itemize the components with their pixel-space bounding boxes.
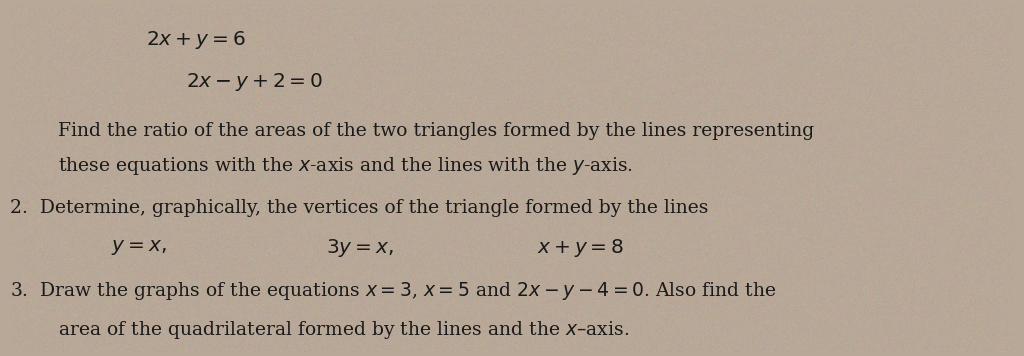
Text: 3.  Draw the graphs of the equations $x = 3$, $x = 5$ and $2x - y - 4 = 0$. Also: 3. Draw the graphs of the equations $x =… bbox=[10, 281, 776, 302]
Text: $2x + y = 6$: $2x + y = 6$ bbox=[145, 29, 245, 51]
Text: area of the quadrilateral formed by the lines and the $x$–axis.: area of the quadrilateral formed by the … bbox=[58, 319, 630, 341]
Text: $x + y = 8$: $x + y = 8$ bbox=[537, 237, 625, 259]
Text: $3y = x,$: $3y = x,$ bbox=[327, 237, 394, 259]
Text: $2x - y + 2 = 0$: $2x - y + 2 = 0$ bbox=[186, 71, 323, 93]
Text: Find the ratio of the areas of the two triangles formed by the lines representin: Find the ratio of the areas of the two t… bbox=[58, 122, 814, 140]
Text: $y = x,$: $y = x,$ bbox=[111, 238, 166, 257]
Text: these equations with the $x$-axis and the lines with the $y$-axis.: these equations with the $x$-axis and th… bbox=[58, 155, 634, 177]
Text: 2.  Determine, graphically, the vertices of the triangle formed by the lines: 2. Determine, graphically, the vertices … bbox=[10, 199, 709, 217]
